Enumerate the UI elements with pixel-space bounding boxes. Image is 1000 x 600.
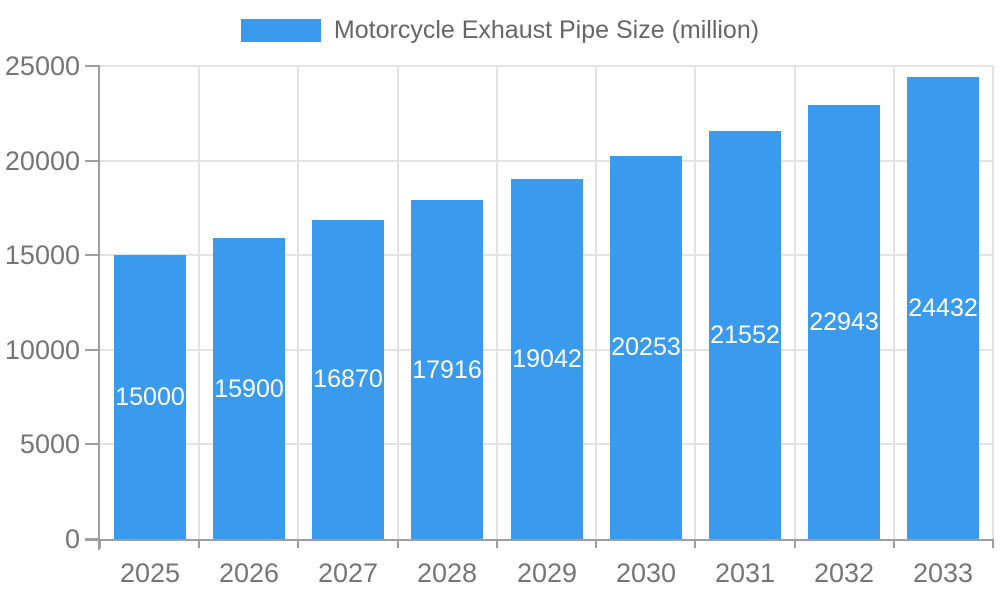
y-tick bbox=[85, 443, 100, 445]
gridline-y bbox=[100, 160, 993, 162]
legend-swatch bbox=[240, 19, 321, 42]
x-tick bbox=[397, 539, 399, 548]
gridline-x bbox=[694, 66, 696, 539]
legend: Motorcycle Exhaust Pipe Size (million) bbox=[0, 16, 1000, 45]
gridline-x bbox=[893, 66, 895, 539]
y-tick bbox=[85, 254, 100, 256]
bar-value-label: 16870 bbox=[313, 365, 383, 393]
x-axis-line bbox=[85, 539, 993, 541]
bar-value-label: 15000 bbox=[115, 383, 185, 411]
y-axis-label: 10000 bbox=[4, 335, 80, 365]
x-tick bbox=[99, 539, 101, 548]
bar-value-label: 21552 bbox=[710, 321, 780, 349]
gridline-x bbox=[992, 66, 994, 539]
bar-value-label: 24432 bbox=[908, 294, 978, 322]
gridline-x bbox=[595, 66, 597, 539]
gridline-x bbox=[496, 66, 498, 539]
x-tick bbox=[198, 539, 200, 548]
bar-value-label: 17916 bbox=[412, 356, 482, 384]
y-axis-label: 25000 bbox=[4, 51, 80, 81]
bar bbox=[114, 255, 186, 539]
y-axis-label: 0 bbox=[64, 524, 80, 554]
bar bbox=[610, 156, 682, 539]
bar bbox=[808, 105, 880, 539]
x-axis-label: 2027 bbox=[317, 558, 379, 588]
y-axis-label: 15000 bbox=[4, 240, 80, 270]
x-axis-label: 2033 bbox=[912, 558, 974, 588]
bar-value-label: 15900 bbox=[214, 375, 284, 403]
x-axis-label: 2030 bbox=[615, 558, 677, 588]
x-axis-label: 2028 bbox=[416, 558, 478, 588]
x-tick bbox=[496, 539, 498, 548]
x-axis-label: 2031 bbox=[714, 558, 776, 588]
x-axis-label: 2025 bbox=[119, 558, 181, 588]
gridline-x bbox=[297, 66, 299, 539]
bar-value-label: 22943 bbox=[809, 308, 879, 336]
x-tick bbox=[992, 539, 994, 548]
gridline-x bbox=[794, 66, 796, 539]
gridline-x bbox=[198, 66, 200, 539]
x-axis-label: 2032 bbox=[813, 558, 875, 588]
bar-value-label: 19042 bbox=[512, 345, 582, 373]
x-tick bbox=[694, 539, 696, 548]
y-axis-line bbox=[98, 66, 100, 550]
x-tick bbox=[794, 539, 796, 548]
bar bbox=[312, 220, 384, 539]
bar bbox=[907, 77, 979, 539]
x-tick bbox=[893, 539, 895, 548]
bar bbox=[411, 200, 483, 539]
x-tick bbox=[297, 539, 299, 548]
x-tick bbox=[595, 539, 597, 548]
y-axis-label: 20000 bbox=[4, 146, 80, 176]
x-axis-label: 2029 bbox=[516, 558, 578, 588]
y-tick bbox=[85, 349, 100, 351]
y-tick bbox=[85, 160, 100, 162]
bar bbox=[709, 131, 781, 539]
bar-value-label: 20253 bbox=[611, 333, 681, 361]
gridline-x bbox=[397, 66, 399, 539]
y-tick bbox=[85, 65, 100, 67]
gridline-y bbox=[100, 65, 993, 67]
bar bbox=[213, 238, 285, 539]
bar bbox=[511, 179, 583, 539]
legend-label: Motorcycle Exhaust Pipe Size (million) bbox=[333, 16, 760, 44]
y-axis-label: 5000 bbox=[19, 429, 80, 459]
x-axis-label: 2026 bbox=[218, 558, 280, 588]
